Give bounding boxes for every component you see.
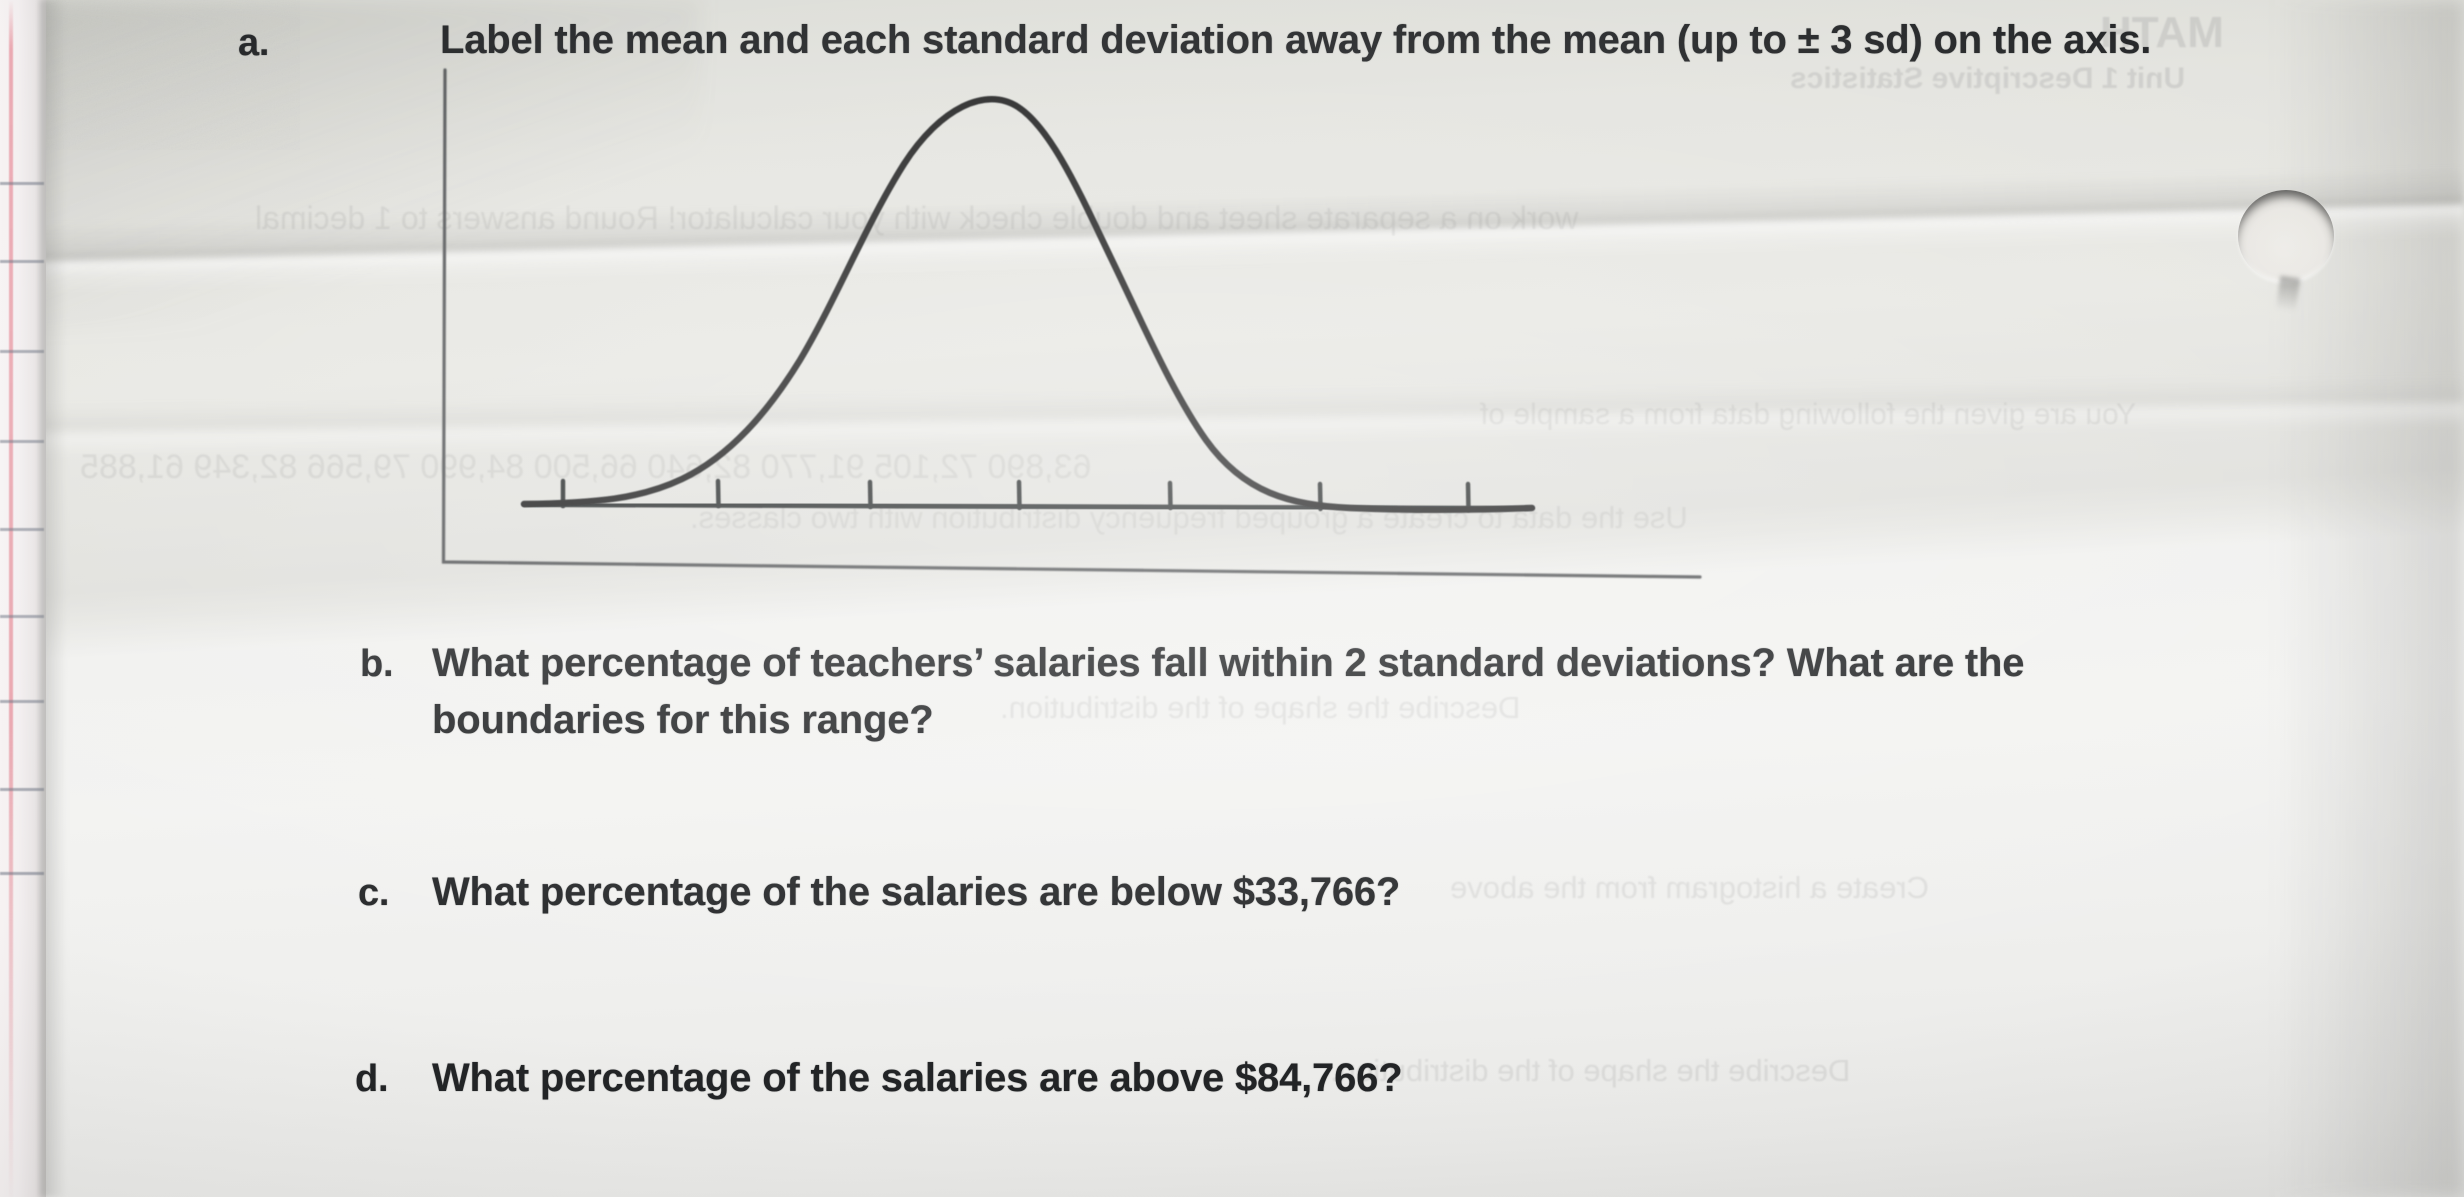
question-a-text: Label the mean and each standard deviati… — [440, 18, 2152, 62]
rule-line — [0, 528, 44, 531]
question-a-marker: a. — [238, 22, 270, 64]
rule-line — [0, 182, 44, 185]
question-b-text-line1: What percentage of teachers’ salaries fa… — [432, 641, 2025, 685]
notebook-margin-line — [9, 0, 13, 1197]
notebook-ruled-edge — [0, 0, 46, 1197]
question-b-text-line2: boundaries for this range? — [432, 698, 934, 742]
rule-line — [0, 788, 44, 791]
rule-line — [0, 260, 44, 263]
rule-line — [0, 350, 44, 353]
hole-punch — [2238, 190, 2334, 282]
question-c-text: What percentage of the salaries are belo… — [432, 870, 1401, 914]
rule-line — [0, 440, 44, 443]
question-c-marker: c. — [358, 872, 390, 914]
question-d-marker: d. — [355, 1058, 389, 1100]
question-d-text: What percentage of the salaries are abov… — [432, 1056, 1403, 1100]
question-b-marker: b. — [360, 643, 394, 685]
rule-line — [0, 615, 44, 618]
rule-line — [0, 700, 44, 703]
rule-line — [0, 872, 44, 875]
